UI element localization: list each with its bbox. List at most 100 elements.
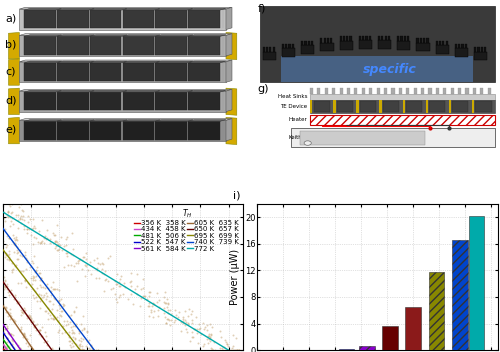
- Point: [204, 333, 212, 338]
- Point: [111, 278, 119, 284]
- Point: [166, 307, 174, 313]
- Point: [153, 290, 161, 295]
- Text: e): e): [5, 125, 16, 135]
- Point: [30, 225, 38, 231]
- Point: [77, 347, 85, 352]
- Text: a): a): [5, 14, 16, 24]
- Point: [87, 271, 95, 277]
- Point: [209, 347, 217, 352]
- Point: [82, 343, 90, 349]
- Point: [69, 343, 77, 349]
- Bar: [450, 88, 454, 94]
- Point: [40, 284, 48, 290]
- Point: [40, 339, 48, 345]
- Point: [161, 300, 169, 306]
- Bar: [406, 307, 421, 350]
- Point: [24, 219, 32, 224]
- Point: [78, 346, 86, 352]
- Point: [66, 319, 74, 325]
- Point: [27, 315, 35, 320]
- Point: [116, 292, 124, 298]
- Point: [72, 347, 80, 352]
- Point: [230, 347, 237, 352]
- Point: [38, 239, 46, 245]
- Point: [31, 269, 39, 275]
- Point: [3, 256, 11, 262]
- Bar: [310, 100, 312, 113]
- Point: [31, 225, 39, 231]
- Polygon shape: [188, 121, 220, 140]
- Point: [180, 308, 188, 314]
- Point: [116, 284, 124, 289]
- Point: [172, 307, 179, 313]
- Point: [54, 241, 62, 246]
- Point: [24, 227, 32, 232]
- Point: [4, 214, 12, 219]
- Point: [28, 347, 36, 352]
- Point: [188, 320, 196, 326]
- Bar: [388, 36, 390, 40]
- Bar: [368, 36, 371, 40]
- Point: [101, 277, 109, 283]
- Point: [56, 242, 64, 247]
- Point: [50, 295, 58, 301]
- Point: [50, 286, 58, 291]
- Point: [48, 345, 56, 350]
- Point: [36, 327, 44, 333]
- Point: [8, 287, 16, 293]
- Point: [228, 332, 236, 338]
- Polygon shape: [57, 61, 94, 63]
- Point: [12, 300, 20, 306]
- Point: [33, 298, 41, 304]
- Point: [21, 278, 29, 284]
- Point: [100, 272, 108, 277]
- Polygon shape: [90, 10, 122, 29]
- Polygon shape: [8, 88, 20, 114]
- Point: [206, 321, 214, 327]
- Bar: [474, 47, 476, 51]
- Point: [0, 280, 8, 286]
- Bar: [436, 88, 439, 94]
- Point: [190, 326, 198, 332]
- Point: [69, 323, 77, 328]
- Bar: [380, 100, 382, 113]
- Point: [54, 298, 62, 303]
- Bar: [480, 47, 483, 51]
- Point: [199, 344, 207, 349]
- Bar: [376, 88, 380, 94]
- Point: [6, 310, 14, 316]
- Point: [0, 343, 8, 349]
- Point: [192, 314, 200, 320]
- Point: [8, 342, 16, 348]
- Bar: [370, 88, 372, 94]
- Bar: [439, 41, 441, 45]
- Polygon shape: [20, 7, 232, 9]
- Point: [20, 330, 28, 336]
- Point: [147, 308, 155, 313]
- Point: [7, 347, 15, 352]
- Point: [217, 334, 225, 339]
- Point: [14, 342, 22, 348]
- Bar: [429, 101, 446, 112]
- Point: [166, 311, 174, 317]
- Point: [73, 347, 81, 352]
- Point: [10, 237, 18, 243]
- Point: [210, 339, 218, 345]
- Bar: [320, 43, 334, 51]
- Point: [8, 338, 16, 344]
- Point: [78, 344, 86, 349]
- Point: [32, 267, 40, 272]
- Point: [0, 343, 8, 348]
- Point: [4, 289, 12, 295]
- Point: [0, 319, 6, 325]
- Point: [236, 347, 244, 352]
- Polygon shape: [57, 120, 94, 121]
- Point: [14, 298, 22, 304]
- Bar: [404, 37, 406, 41]
- Point: [94, 347, 102, 352]
- Point: [14, 212, 22, 218]
- Polygon shape: [122, 35, 160, 37]
- Bar: [272, 47, 274, 51]
- Point: [184, 320, 192, 326]
- Point: [0, 278, 8, 283]
